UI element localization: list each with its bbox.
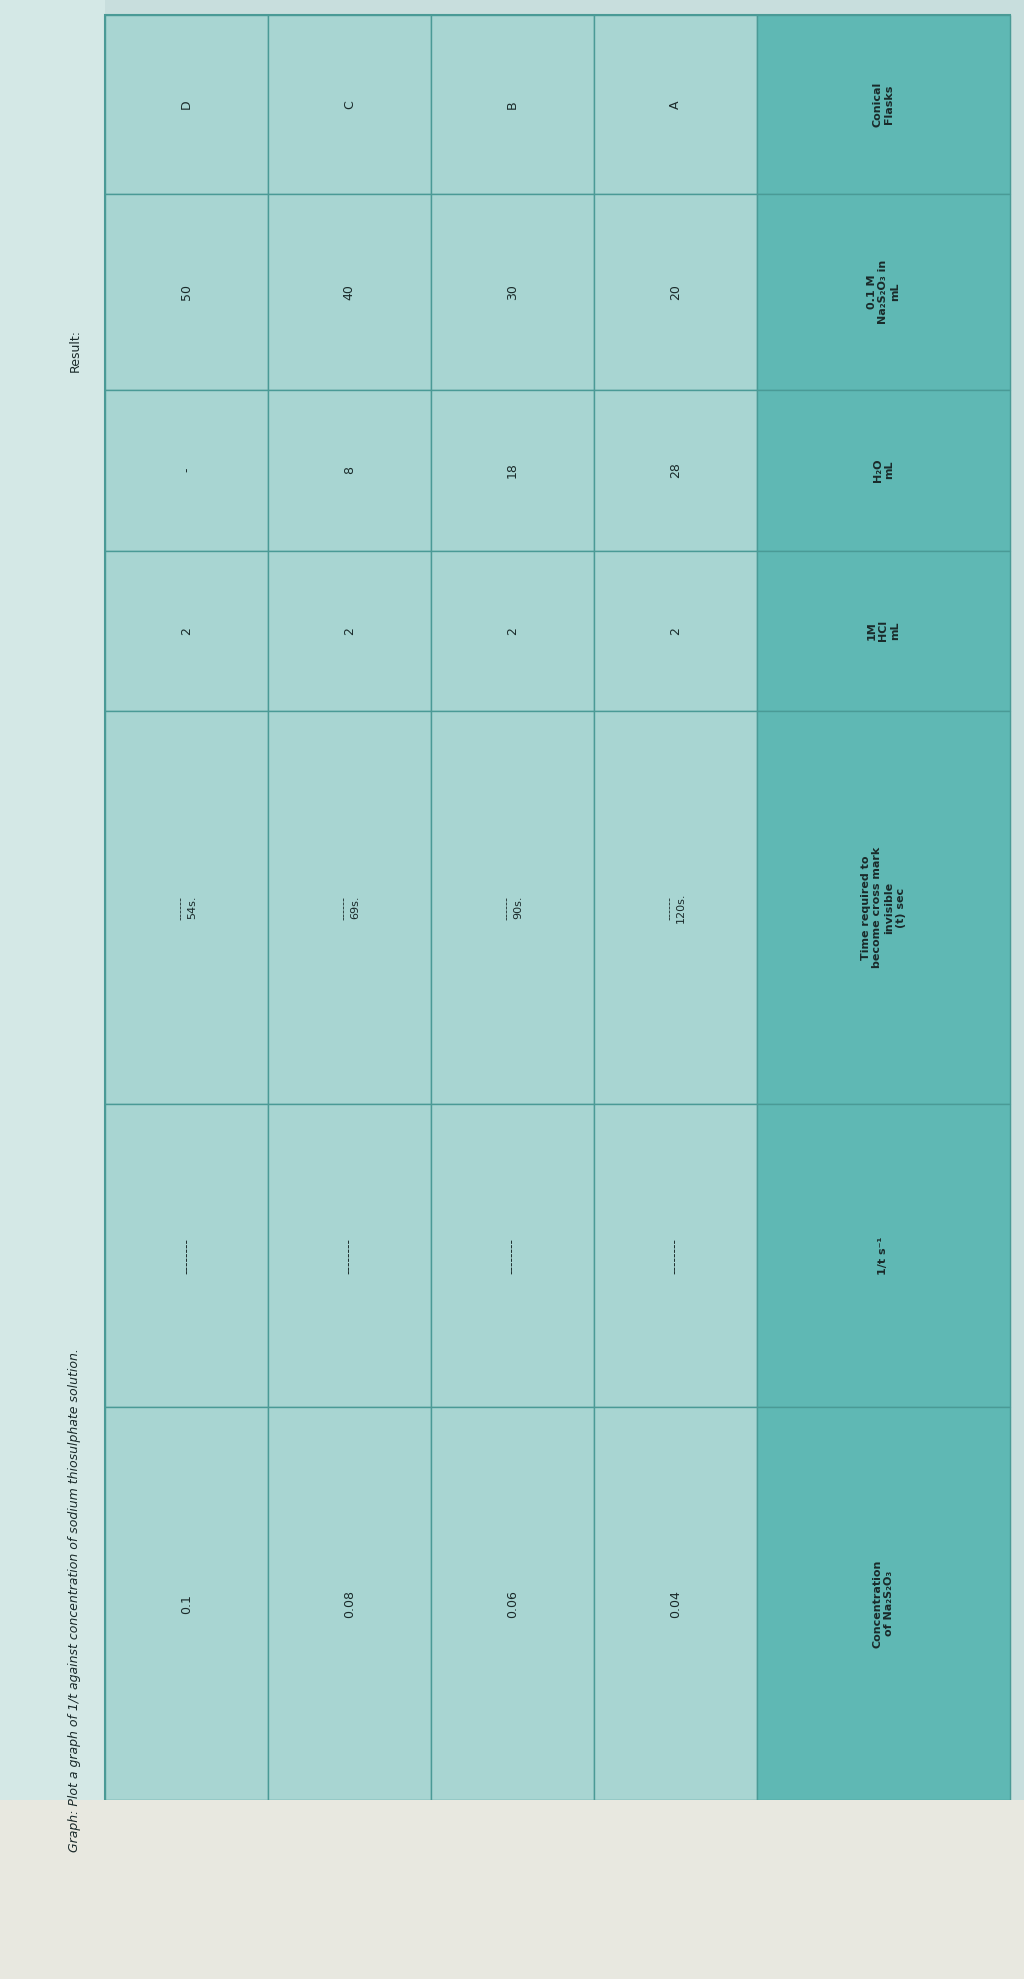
Text: 20: 20 [669,283,682,299]
Text: 0.08: 0.08 [343,1589,356,1617]
Text: D: D [180,99,193,109]
Bar [431,390,594,550]
Bar [594,1104,757,1407]
Text: ------
69s.: ------ 69s. [339,896,360,920]
Bar [757,710,1010,1104]
Bar [268,194,431,390]
Bar [431,1407,594,1801]
Text: ------
90s.: ------ 90s. [502,896,523,920]
Bar [105,390,268,550]
Text: 2: 2 [669,627,682,635]
Bar [594,550,757,710]
Bar [757,550,1010,710]
Text: C: C [343,99,356,109]
Text: B: B [506,99,519,109]
Bar [268,390,431,550]
Bar [431,710,594,1104]
Text: A: A [669,101,682,109]
Bar [757,1104,1010,1407]
Text: 28: 28 [669,463,682,479]
Text: Graph: Plot a graph of 1/t against concentration of sodium thiosulphate solution: Graph: Plot a graph of 1/t against conce… [69,1348,82,1852]
Text: 2: 2 [343,627,356,635]
Bar [594,194,757,390]
Text: 1/t s⁻¹: 1/t s⁻¹ [879,1237,888,1274]
Text: --------: -------- [343,1237,356,1274]
Bar [268,550,431,710]
Bar [431,16,594,194]
Text: 0.06: 0.06 [506,1589,519,1617]
Bar [105,16,1010,1801]
Bar [431,550,594,710]
Text: Time required to
become cross mark
invisible
(t) sec: Time required to become cross mark invis… [861,847,905,968]
Bar [757,16,1010,194]
Text: ------
120s.: ------ 120s. [665,893,686,922]
Text: 30: 30 [506,283,519,299]
Bar [757,1407,1010,1801]
Text: H₂O
mL: H₂O mL [872,459,894,483]
Text: 50: 50 [180,283,193,299]
Bar [0,0,105,1979]
Bar [268,1104,431,1407]
Bar [594,1407,757,1801]
Bar [757,194,1010,390]
Bar [594,390,757,550]
Text: --------: -------- [506,1237,519,1274]
Bar [268,710,431,1104]
Bar [757,390,1010,550]
Text: Result:: Result: [69,329,82,372]
Text: ------
54s.: ------ 54s. [176,896,198,920]
Text: 1M
HCl
mL: 1M HCl mL [866,619,900,641]
Bar [105,1104,268,1407]
Bar [105,710,268,1104]
Bar [268,16,431,194]
Bar [594,710,757,1104]
Bar [0,1801,1024,1979]
Bar [105,16,268,194]
Text: --------: -------- [669,1237,682,1274]
Text: 2: 2 [180,627,193,635]
Bar [431,1104,594,1407]
Bar [105,194,268,390]
Bar [268,1407,431,1801]
Text: Concentration
of Na₂S₂O₃: Concentration of Na₂S₂O₃ [872,1559,894,1649]
Text: 18: 18 [506,463,519,479]
Text: 0.04: 0.04 [669,1589,682,1617]
Bar [105,550,268,710]
Text: --------: -------- [180,1237,193,1274]
Text: 2: 2 [506,627,519,635]
Text: 0.1: 0.1 [180,1593,193,1613]
Bar [105,1407,268,1801]
Bar [594,16,757,194]
Text: 0.1 M
Na₂S₂O₃ in
mL: 0.1 M Na₂S₂O₃ in mL [866,259,900,325]
Text: 40: 40 [343,283,356,299]
Bar [431,194,594,390]
Text: Conical
Flasks: Conical Flasks [872,81,894,127]
Text: -: - [180,467,193,473]
Text: 8: 8 [343,467,356,475]
